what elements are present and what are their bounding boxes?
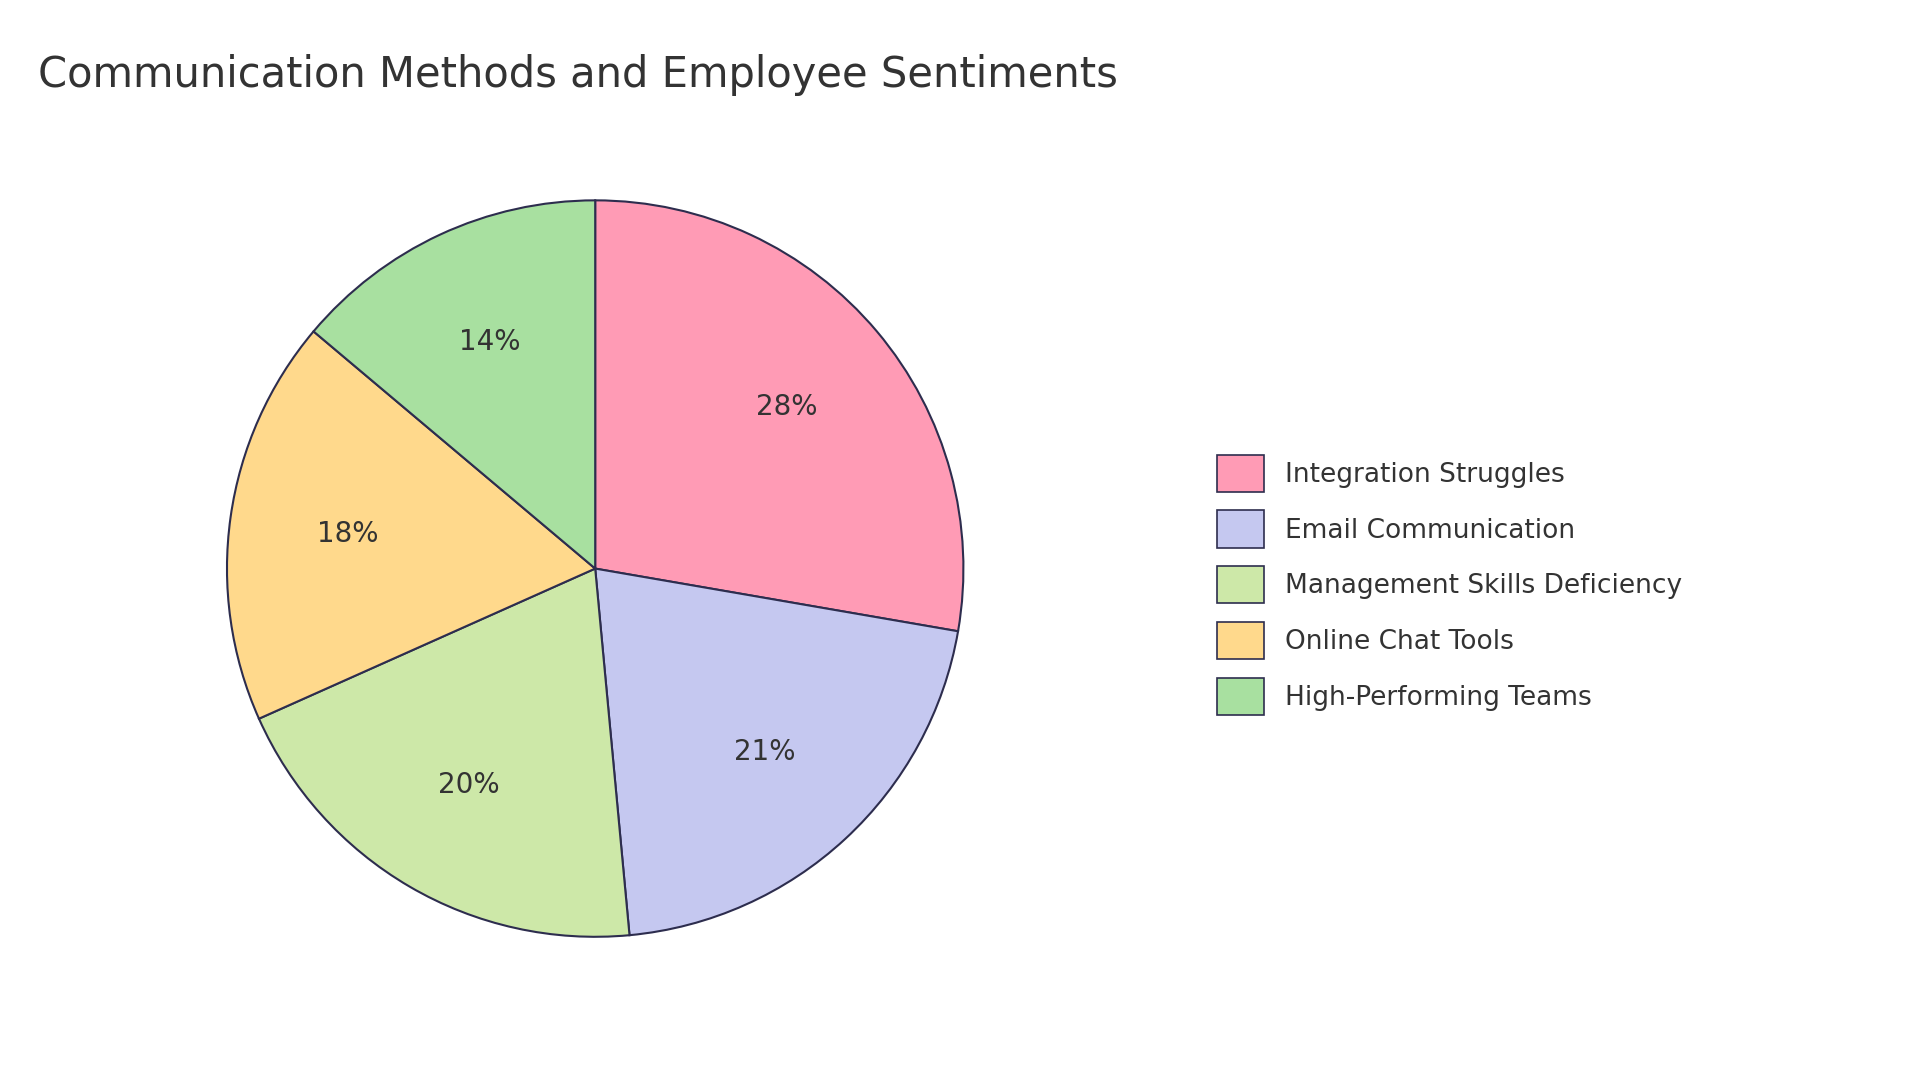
Text: 18%: 18%: [317, 520, 378, 548]
Text: 21%: 21%: [735, 739, 797, 767]
Legend: Integration Struggles, Email Communication, Management Skills Deficiency, Online: Integration Struggles, Email Communicati…: [1204, 442, 1695, 728]
Text: 28%: 28%: [756, 393, 818, 421]
Text: 20%: 20%: [438, 771, 499, 799]
Wedge shape: [259, 569, 630, 937]
Wedge shape: [595, 200, 964, 631]
Wedge shape: [313, 200, 595, 569]
Text: Communication Methods and Employee Sentiments: Communication Methods and Employee Senti…: [38, 54, 1117, 96]
Wedge shape: [227, 331, 595, 719]
Text: 14%: 14%: [459, 327, 520, 355]
Wedge shape: [595, 569, 958, 936]
